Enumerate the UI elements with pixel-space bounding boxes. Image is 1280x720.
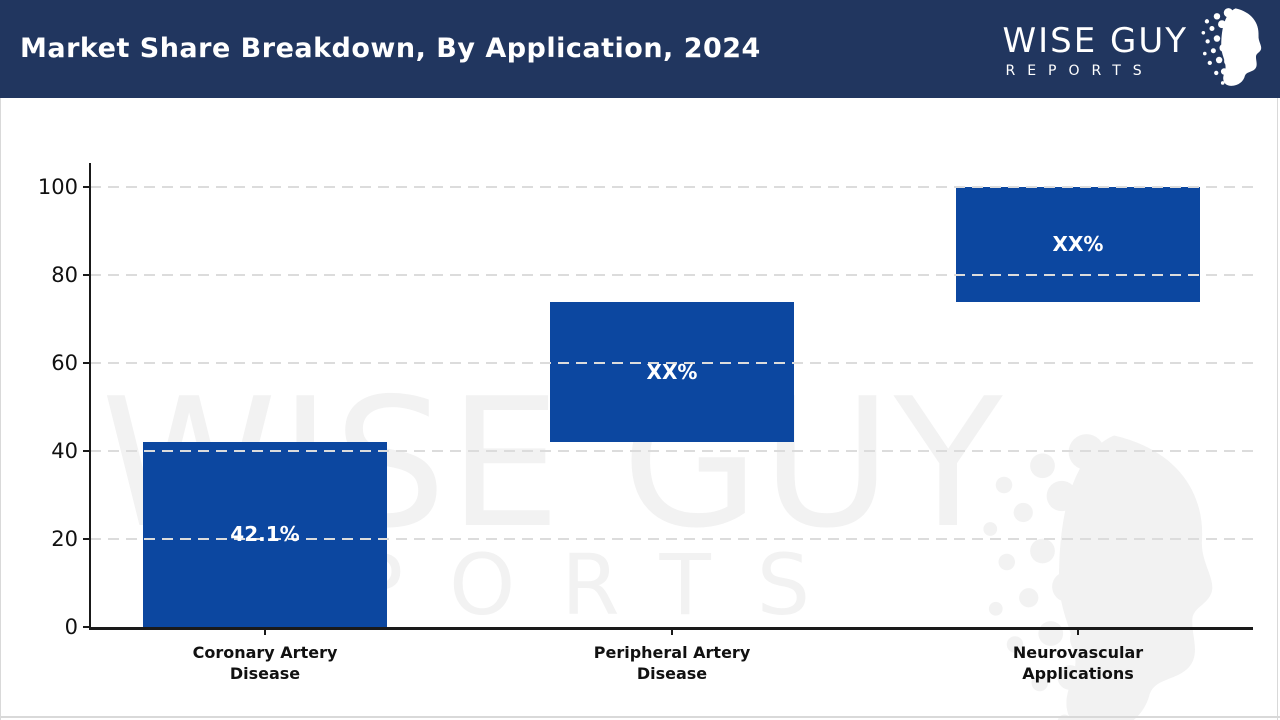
x-category-label: Coronary Artery Disease: [192, 643, 338, 683]
gridline: [90, 538, 1253, 540]
chart-area: WISE GUY REPORTS 0 20 40 60 80 100 42.1% XX% XX%…: [0, 98, 1278, 720]
x-category-label: Peripheral Artery Disease: [593, 643, 751, 683]
x-tick-mark: [1077, 627, 1079, 635]
y-tick-label: 100: [37, 175, 78, 199]
y-tick-mark: [83, 450, 90, 452]
bar-segment[interactable]: [956, 187, 1200, 302]
y-tick-mark: [83, 186, 90, 188]
wiseguy-logo: WISE GUY REPORTS: [1002, 4, 1270, 96]
bottom-border: [0, 716, 1280, 718]
bar-value-label: XX%: [1052, 232, 1104, 257]
x-tick-mark: [671, 627, 673, 635]
bar-value-label: XX%: [646, 359, 698, 384]
logo-text: WISE GUY REPORTS: [1002, 22, 1188, 79]
face-dots-icon: [1201, 8, 1262, 86]
page-title: Market Share Breakdown, By Application, …: [20, 33, 761, 64]
bar-value-label: 42.1%: [230, 522, 300, 547]
y-tick-label: 80: [51, 263, 78, 287]
bar-segment[interactable]: [550, 301, 794, 442]
y-tick-mark: [83, 538, 90, 540]
y-axis-line: [89, 163, 91, 629]
y-tick-mark: [83, 274, 90, 276]
logo-subtext: REPORTS: [1005, 62, 1154, 79]
bar-segment[interactable]: [143, 441, 387, 627]
y-tick-mark: [83, 626, 90, 628]
y-tick-label: 40: [51, 439, 78, 463]
gridline: [90, 186, 1253, 188]
gridline: [90, 274, 1253, 276]
x-category-label: Neurovascular Applications: [1012, 643, 1144, 683]
header-bar: Market Share Breakdown, By Application, …: [0, 0, 1280, 98]
y-tick-label: 0: [64, 615, 78, 639]
gridline: [90, 450, 1253, 452]
y-tick-label: 20: [51, 527, 78, 551]
gridline: [90, 362, 1253, 364]
y-tick-label: 60: [51, 351, 78, 375]
x-tick-mark: [264, 627, 266, 635]
x-axis-line: [89, 627, 1253, 630]
logo-wordmark: WISE GUY: [1002, 20, 1188, 61]
y-tick-mark: [83, 362, 90, 364]
